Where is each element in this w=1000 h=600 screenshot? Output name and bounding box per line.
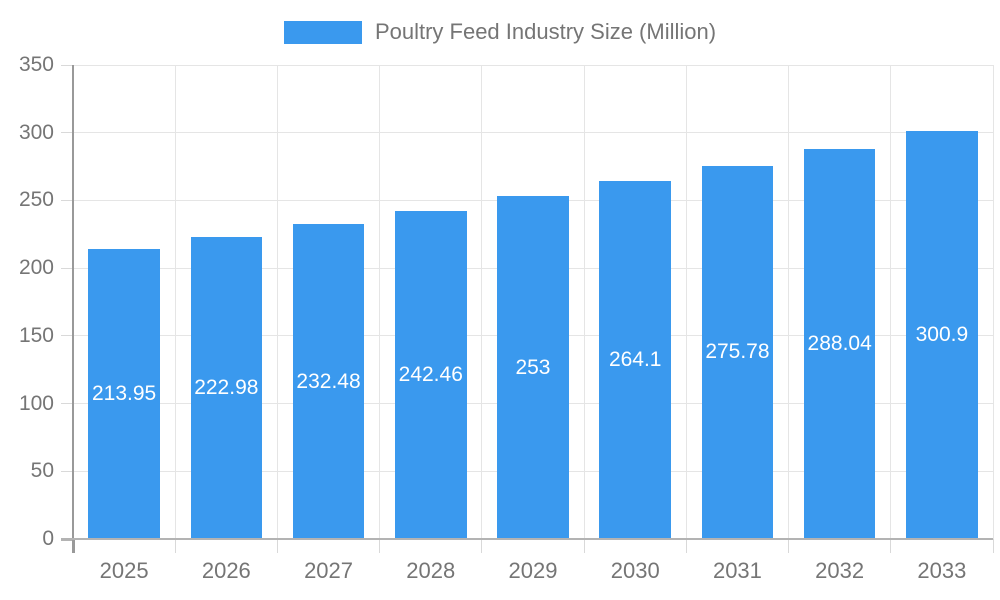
bar-2030[interactable] [599,181,671,539]
y-gridline [73,132,993,134]
bar-value-label: 288.04 [807,331,872,355]
y-axis-tick [61,132,73,134]
y-axis-line [72,65,74,553]
x-axis-tick-label: 2033 [917,558,967,583]
x-axis-tick [583,539,585,553]
x-gridline [276,65,278,539]
x-axis-tick [992,539,994,553]
y-axis-tick-label: 50 [30,459,54,483]
x-axis-tick-label: 2029 [508,558,558,583]
x-axis-tick [685,539,687,553]
x-axis-tick-label: 2030 [610,558,660,583]
chart-legend[interactable]: Poultry Feed Industry Size (Million) [0,17,1000,47]
x-axis-tick [276,539,278,553]
bar-2033[interactable] [906,131,978,539]
y-axis-tick-label: 200 [18,256,54,280]
bar-value-label: 275.78 [705,340,770,364]
x-axis-tick [481,539,483,553]
legend-label: Poultry Feed Industry Size (Million) [374,19,717,44]
x-axis-tick-label: 2031 [712,558,762,583]
y-axis-tick [61,267,73,269]
bar-2029[interactable] [497,196,569,539]
bar-value-label: 264.1 [608,348,662,372]
y-axis-tick-label: 250 [18,188,54,212]
bar-2025[interactable] [88,249,160,539]
bar-value-label: 253 [515,355,551,379]
y-gridline [73,64,993,66]
bar-value-label: 213.95 [91,382,157,406]
y-axis-tick-label: 150 [18,323,54,347]
bar-2028[interactable] [395,210,467,539]
y-axis-tick [61,335,73,337]
x-gridline [174,65,176,539]
bar-chart-plot-area: 213.95 222.98 232.48 242.46 253 264.1 275.78 28… [73,64,994,539]
x-gridline [890,65,892,539]
x-axis-tick-label: 2027 [304,558,354,583]
x-axis-tick [174,539,176,553]
x-axis-tick-label: 2028 [406,558,456,583]
y-axis-tick [61,470,73,472]
y-axis-tick-label: 0 [42,527,54,550]
x-gridline [788,65,790,539]
bar-value-label: 300.9 [915,323,969,347]
x-gridline [481,65,483,539]
bar-value-label: 222.98 [194,376,259,399]
x-axis-tick-label: 2026 [201,558,251,583]
x-gridline [685,65,687,539]
x-axis-tick [379,539,381,553]
bar-value-label: 242.46 [398,362,463,386]
x-gridline [379,65,381,539]
y-axis-tick [61,403,73,405]
bar-2027[interactable] [292,224,365,539]
legend-swatch [283,20,362,44]
bar-2026[interactable] [190,237,263,539]
x-axis-tick-label: 2025 [99,558,149,583]
y-axis-tick-label: 300 [18,120,54,144]
y-axis-tick [61,64,73,66]
y-axis-tick [61,199,73,201]
bar-value-label: 232.48 [296,369,361,393]
y-axis-tick-label: 350 [18,53,54,76]
x-axis-baseline [61,538,993,540]
x-gridline [583,65,585,539]
y-axis-tick-label: 100 [18,391,54,415]
x-axis-tick [788,539,790,553]
x-axis-tick-label: 2032 [815,558,865,583]
x-gridline [992,65,994,539]
bar-2031[interactable] [701,165,774,539]
bar-2032[interactable] [803,148,876,539]
x-axis-tick [890,539,892,553]
